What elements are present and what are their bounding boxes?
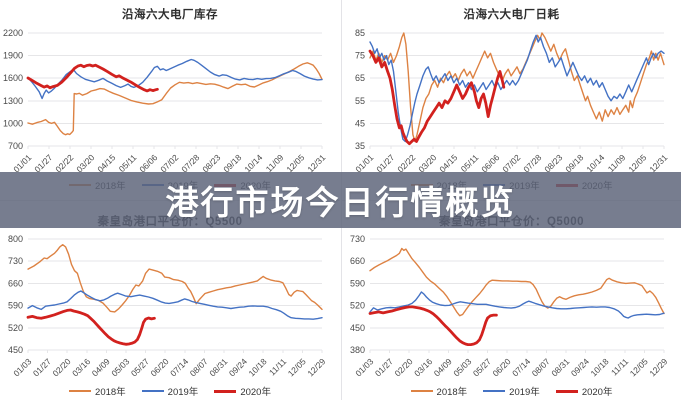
svg-text:12/29: 12/29 — [647, 356, 669, 378]
svg-text:700: 700 — [8, 141, 23, 151]
legend-label: 2018年 — [436, 387, 468, 398]
banner-title: 港行市场今日行情概览 — [165, 184, 516, 221]
legend-label: 2019年 — [509, 387, 540, 398]
svg-text:09/24: 09/24 — [227, 356, 249, 378]
svg-text:12/29: 12/29 — [305, 356, 327, 378]
plant-inventory-plot-area: 2200190016001300100070001/0101/2702/2203… — [3, 28, 328, 174]
legend-label: 2020年 — [240, 387, 271, 398]
svg-text:590: 590 — [350, 278, 365, 288]
chart-panel-q5500-price: 800 730 660 590 520 450 01/03 01/27 02/20 03/16 04… — [0, 200, 340, 400]
svg-text:01/27: 01/27 — [31, 356, 53, 378]
svg-text:03/16: 03/16 — [412, 356, 434, 378]
svg-text:660: 660 — [350, 256, 365, 266]
svg-text:1600: 1600 — [3, 73, 23, 83]
svg-text:05/27: 05/27 — [471, 356, 493, 378]
legend-label: 2020年 — [581, 387, 613, 398]
chart-panel-q5000-price: 730 660 590 520 450 380 01/03 01/27 02/20 03/16 04… — [341, 200, 681, 400]
svg-text:660: 660 — [8, 278, 23, 288]
legend-swatch — [483, 390, 506, 392]
legend-item: 2018年 — [410, 384, 468, 398]
chart-panel-plant-inventory: 2200 1900 1600 1300 1000 700 01/01 01/27 02/22 03… — [0, 0, 340, 200]
svg-text:01/03: 01/03 — [353, 356, 375, 378]
svg-text:03/16: 03/16 — [70, 356, 92, 378]
chart-legend-q5000-price: 2018年 2019年 2020年 — [342, 384, 681, 398]
legend-swatch — [555, 389, 578, 393]
svg-text:730: 730 — [350, 234, 365, 244]
svg-text:590: 590 — [8, 301, 23, 311]
svg-text:11/11: 11/11 — [267, 356, 288, 377]
chart-title-plant-inventory: 沿海六大电厂库存 — [122, 9, 218, 21]
legend-swatch — [141, 390, 164, 392]
svg-text:08/31: 08/31 — [207, 356, 229, 378]
svg-text:85: 85 — [355, 28, 365, 38]
svg-text:01/03: 01/03 — [11, 356, 33, 378]
svg-text:1900: 1900 — [3, 51, 23, 61]
svg-text:55: 55 — [355, 96, 365, 106]
svg-text:01/27: 01/27 — [373, 356, 395, 378]
svg-text:520: 520 — [8, 323, 23, 333]
svg-text:2200: 2200 — [3, 28, 23, 38]
svg-text:08/07: 08/07 — [188, 356, 210, 378]
svg-text:07/14: 07/14 — [168, 356, 190, 378]
legend-item: 2020年 — [214, 384, 271, 398]
legend-item: 2020年 — [555, 384, 613, 398]
svg-text:07/14: 07/14 — [510, 356, 532, 378]
svg-text:380: 380 — [350, 345, 365, 355]
svg-text:05/11: 05/11 — [117, 152, 139, 174]
svg-text:04/09: 04/09 — [90, 356, 112, 378]
legend-swatch — [410, 390, 433, 392]
svg-text:800: 800 — [8, 234, 23, 244]
svg-text:65: 65 — [355, 73, 365, 83]
svg-text:520: 520 — [350, 301, 365, 311]
q5500-price-plot-area: 800 730 660 590 520 45001/0301/2702/2003/1604… — [8, 234, 328, 378]
legend-item: 2019年 — [141, 384, 199, 398]
legend-swatch — [214, 389, 237, 393]
svg-text:450: 450 — [350, 323, 365, 333]
svg-text:45: 45 — [355, 118, 365, 128]
chart-panel-plant-daily-consumption: 85 75 65 55 45 35 01/01 01/27 02/22 03/20 04/15 05/… — [341, 0, 681, 200]
q5000-price-plot-area: 730 660 590 520 450 38001/0301/2702/2003/1604… — [350, 234, 670, 378]
svg-text:05/27: 05/27 — [129, 356, 151, 378]
svg-text:06/20: 06/20 — [490, 356, 512, 378]
svg-text:10/18: 10/18 — [246, 356, 268, 378]
legend-swatch — [69, 390, 92, 392]
svg-text:02/20: 02/20 — [392, 356, 414, 378]
svg-text:08/07: 08/07 — [530, 356, 552, 378]
overlay-banner: 港行市场今日行情概览 — [0, 172, 681, 228]
svg-text:75: 75 — [355, 51, 365, 61]
svg-text:05/03: 05/03 — [109, 356, 131, 378]
legend-label: 2019年 — [167, 387, 199, 398]
svg-text:04/09: 04/09 — [432, 356, 454, 378]
svg-text:05/03: 05/03 — [451, 356, 473, 378]
svg-text:08/31: 08/31 — [549, 356, 571, 378]
svg-text:12/05: 12/05 — [286, 356, 308, 378]
svg-text:11/09: 11/09 — [264, 152, 286, 174]
legend-item: 2018年 — [69, 384, 126, 398]
svg-text:35: 35 — [355, 141, 365, 151]
legend-item: 2019年 — [483, 384, 540, 398]
chart-legend-q5500-price: 2018年 2019年 2020年 — [0, 384, 340, 398]
svg-text:06/20: 06/20 — [148, 356, 170, 378]
legend-label: 2018年 — [95, 387, 126, 398]
chart-title-plant-daily-consumption: 沿海六大电厂日耗 — [463, 9, 560, 21]
svg-text:05/11: 05/11 — [459, 152, 481, 174]
svg-text:09/24: 09/24 — [569, 356, 591, 378]
svg-text:1300: 1300 — [3, 96, 23, 106]
svg-text:450: 450 — [8, 345, 23, 355]
svg-text:12/05: 12/05 — [628, 356, 650, 378]
svg-text:730: 730 — [8, 256, 23, 266]
svg-text:02/20: 02/20 — [50, 356, 72, 378]
svg-text:11/09: 11/09 — [606, 152, 628, 174]
svg-text:11/11: 11/11 — [609, 356, 630, 377]
svg-text:10/18: 10/18 — [588, 356, 610, 378]
svg-text:1000: 1000 — [3, 118, 23, 128]
